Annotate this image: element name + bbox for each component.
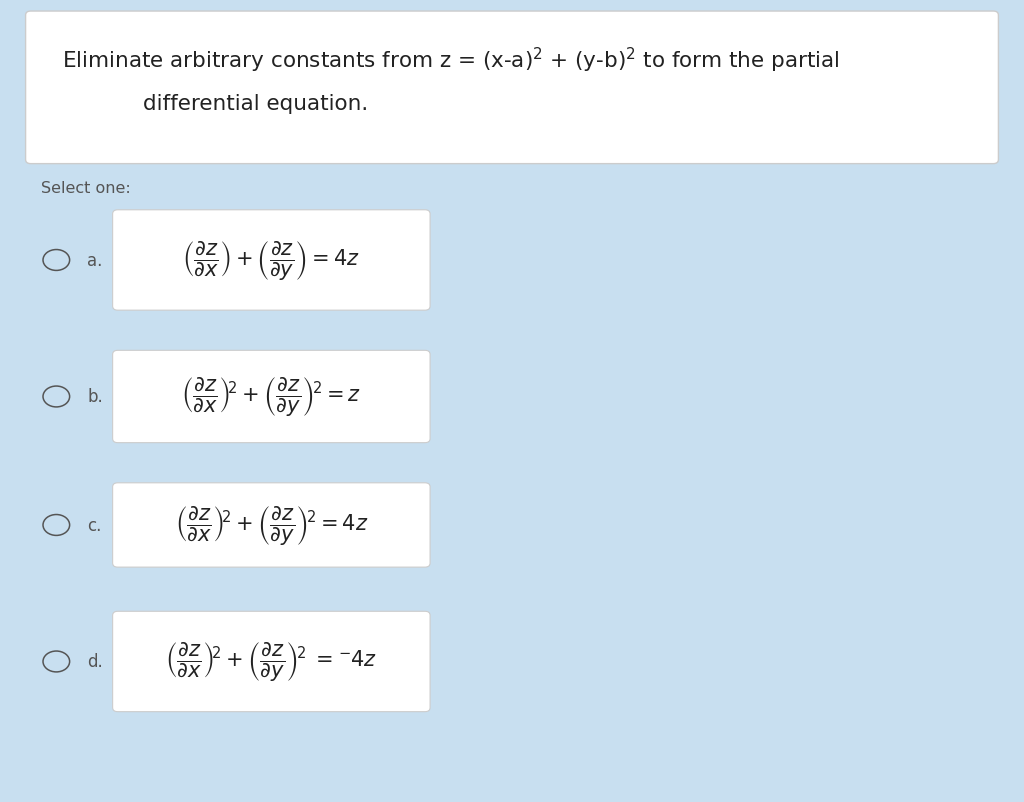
Text: d.: d. — [87, 653, 102, 670]
Text: $\left(\dfrac{\partial z}{\partial x}\right)^{\!2} + \left(\dfrac{\partial z}{\p: $\left(\dfrac{\partial z}{\partial x}\ri… — [175, 504, 368, 547]
FancyBboxPatch shape — [113, 611, 430, 712]
Text: $\left(\dfrac{\partial z}{\partial x}\right)^{\!2} + \left(\dfrac{\partial z}{\p: $\left(\dfrac{\partial z}{\partial x}\ri… — [181, 375, 361, 419]
FancyBboxPatch shape — [113, 483, 430, 568]
Text: $\left(\dfrac{\partial z}{\partial x}\right) + \left(\dfrac{\partial z}{\partial: $\left(\dfrac{\partial z}{\partial x}\ri… — [182, 239, 360, 282]
Text: a.: a. — [87, 252, 102, 269]
FancyBboxPatch shape — [113, 351, 430, 443]
Text: c.: c. — [87, 516, 101, 534]
Text: Eliminate arbitrary constants from z = (x-a)$^2$ + (y-b)$^2$ to form the partial: Eliminate arbitrary constants from z = (… — [61, 46, 840, 75]
Text: $\left(\dfrac{\partial z}{\partial x}\right)^{\!2} + \left(\dfrac{\partial z}{\p: $\left(\dfrac{\partial z}{\partial x}\ri… — [165, 640, 378, 683]
Text: differential equation.: differential equation. — [143, 95, 369, 114]
Text: Select one:: Select one: — [41, 181, 131, 196]
FancyBboxPatch shape — [26, 12, 998, 164]
FancyBboxPatch shape — [113, 210, 430, 310]
Text: b.: b. — [87, 388, 102, 406]
